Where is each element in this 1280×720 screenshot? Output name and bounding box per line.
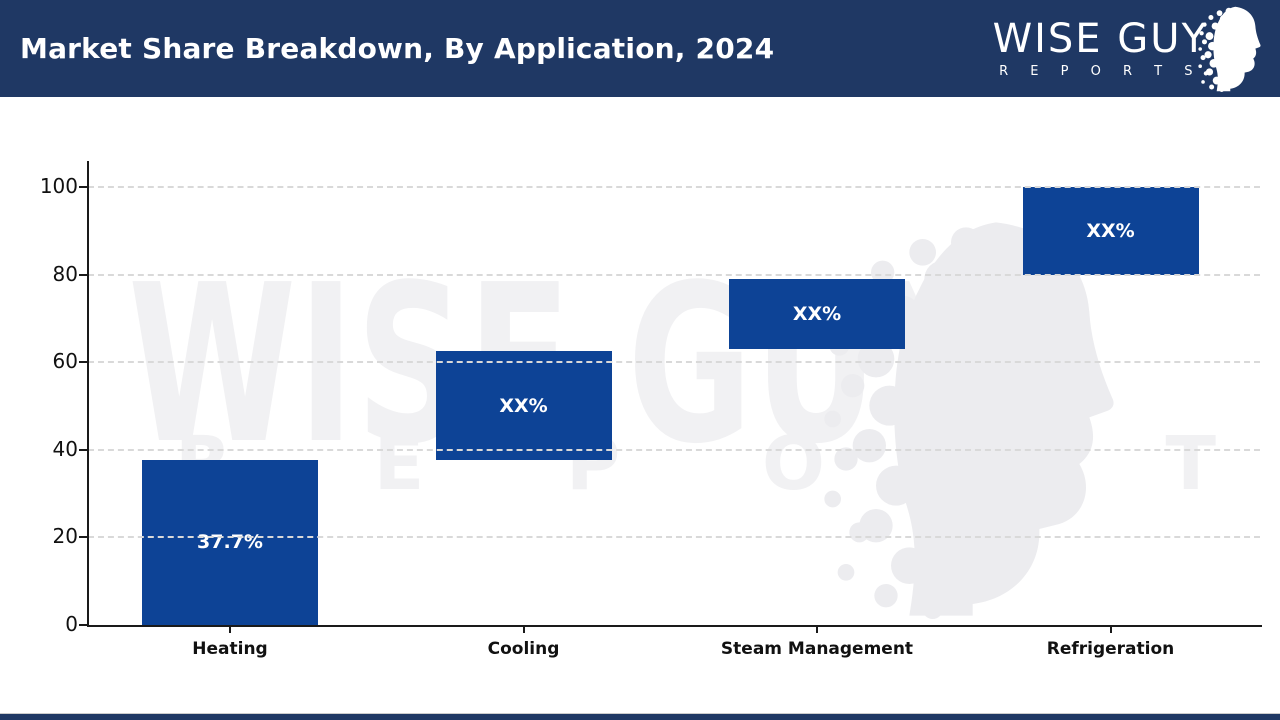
y-tick-label: 80 xyxy=(52,261,78,286)
category-label-refrigeration: Refrigeration xyxy=(1046,639,1175,659)
page-title: Market Share Breakdown, By Application, … xyxy=(20,32,775,65)
bar-value-label: XX% xyxy=(499,394,548,417)
category-label-steam-management: Steam Management xyxy=(720,639,914,659)
gridline xyxy=(88,273,1260,276)
x-axis-spine xyxy=(87,625,1262,627)
bar-value-label: XX% xyxy=(792,303,842,325)
y-tick-mark xyxy=(79,361,87,364)
footer-bar xyxy=(0,713,1280,720)
wiseguy-face-icon xyxy=(1198,6,1261,92)
gridline xyxy=(88,361,1260,364)
y-tick-mark xyxy=(79,273,87,276)
x-tick-mark xyxy=(1109,627,1112,633)
page-header: Market Share Breakdown, By Application, … xyxy=(0,0,1280,97)
bar-heating: 37.7% xyxy=(142,459,318,625)
watermark-subtext: R E P O R T S xyxy=(175,421,1280,507)
y-tick-label: 100 xyxy=(39,174,78,198)
x-tick-mark xyxy=(522,627,525,633)
category-label-heating: Heating xyxy=(192,639,268,659)
gridline xyxy=(88,448,1260,451)
gridline xyxy=(88,536,1260,539)
y-tick-label: 60 xyxy=(52,349,78,374)
y-tick-mark xyxy=(79,536,87,539)
brand-logo-text: WISE GUY R E P O R T S xyxy=(993,19,1208,78)
bar-value-label: 37.7% xyxy=(197,531,263,554)
brand-logo: WISE GUY R E P O R T S xyxy=(993,6,1280,92)
y-tick-mark xyxy=(79,186,87,188)
x-tick-mark xyxy=(229,627,231,633)
y-tick-mark xyxy=(79,448,87,451)
gridline xyxy=(88,186,1260,188)
brand-subname: R E P O R T S xyxy=(999,64,1202,79)
y-axis-spine xyxy=(87,161,89,627)
bar-refrigeration: XX% xyxy=(1022,187,1199,275)
bar-steam-management: XX% xyxy=(729,278,905,350)
y-tick-label: 0 xyxy=(65,612,78,636)
x-tick-mark xyxy=(816,627,818,633)
y-tick-label: 40 xyxy=(52,436,78,461)
brand-name: WISE GUY xyxy=(992,16,1208,62)
y-tick-label: 20 xyxy=(52,524,78,549)
bar-value-label: XX% xyxy=(1086,219,1135,242)
category-label-cooling: Cooling xyxy=(487,639,560,659)
y-tick-mark xyxy=(79,624,87,626)
bar-cooling: XX% xyxy=(435,351,612,460)
